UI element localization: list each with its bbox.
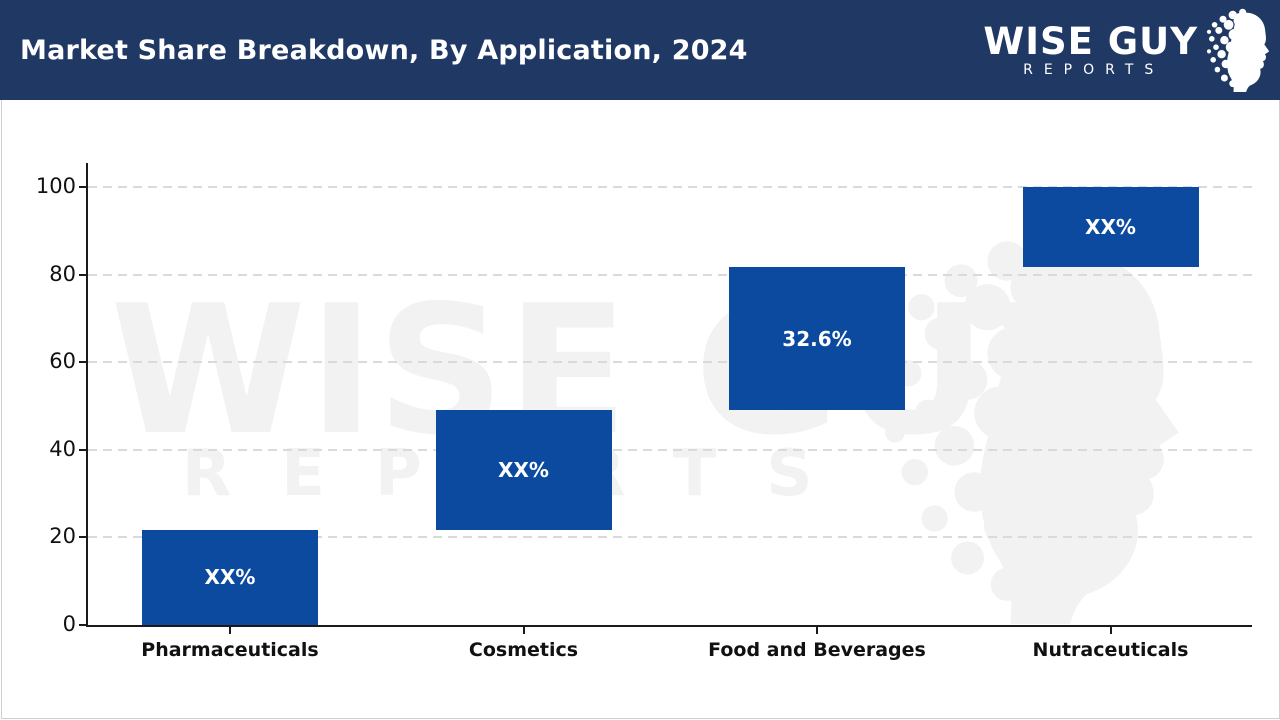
gridline-40 <box>88 448 1252 451</box>
gridline-80 <box>88 273 1252 276</box>
bar-cosmetics: XX% <box>435 409 612 530</box>
x-tick-mark-pharmaceuticals <box>229 627 231 634</box>
y-tick-label-80: 80 <box>49 261 76 286</box>
y-tick-mark-100 <box>79 186 87 188</box>
header: Market Share Breakdown, By Application, … <box>0 0 1280 100</box>
y-axis-spine <box>86 163 88 627</box>
x-tick-mark-cosmetics <box>522 627 525 634</box>
wiseguy-logo: WISE GUY REPORTS <box>983 8 1272 92</box>
x-axis-label-cosmetics: Cosmetics <box>468 639 579 661</box>
y-tick-label-0: 0 <box>62 612 76 636</box>
y-tick-mark-40 <box>79 448 87 451</box>
bar-nutraceuticals: XX% <box>1022 187 1199 268</box>
bar-value-label-nutraceuticals: XX% <box>1085 215 1136 240</box>
y-tick-mark-20 <box>79 536 87 539</box>
y-tick-label-100: 100 <box>35 174 76 198</box>
x-axis-spine <box>86 625 1252 627</box>
y-tick-mark-80 <box>79 273 87 276</box>
logo-reports-label: REPORTS <box>1023 62 1165 78</box>
bar-food-and-beverages: 32.6% <box>729 267 905 410</box>
x-axis-label-nutraceuticals: Nutraceuticals <box>1032 639 1189 661</box>
wiseguy-head-icon <box>1206 8 1270 92</box>
bar-value-label-cosmetics: XX% <box>498 457 549 482</box>
y-tick-mark-0 <box>79 624 87 626</box>
gridline-20 <box>88 536 1252 539</box>
page-title: Market Share Breakdown, By Application, … <box>20 34 748 66</box>
logo-wiseguy-label: WISE GUY <box>983 20 1198 63</box>
y-tick-mark-60 <box>79 361 87 364</box>
x-axis-label-food-and-beverages: Food and Beverages <box>708 639 926 661</box>
gridline-100 <box>88 186 1252 188</box>
x-axis-label-pharmaceuticals: Pharmaceuticals <box>141 639 319 661</box>
x-tick-mark-food-and-beverages <box>816 627 818 634</box>
bar-pharmaceuticals: XX% <box>142 529 318 625</box>
x-tick-mark-nutraceuticals <box>1109 627 1112 634</box>
gridline-60 <box>88 361 1252 364</box>
bar-value-label-food-and-beverages: 32.6% <box>782 326 852 351</box>
wiseguy-logo-text: WISE GUY REPORTS <box>983 23 1198 77</box>
y-tick-label-40: 40 <box>49 436 76 461</box>
bar-value-label-pharmaceuticals: XX% <box>204 565 256 590</box>
y-tick-label-20: 20 <box>49 524 76 549</box>
y-tick-label-60: 60 <box>49 349 76 374</box>
